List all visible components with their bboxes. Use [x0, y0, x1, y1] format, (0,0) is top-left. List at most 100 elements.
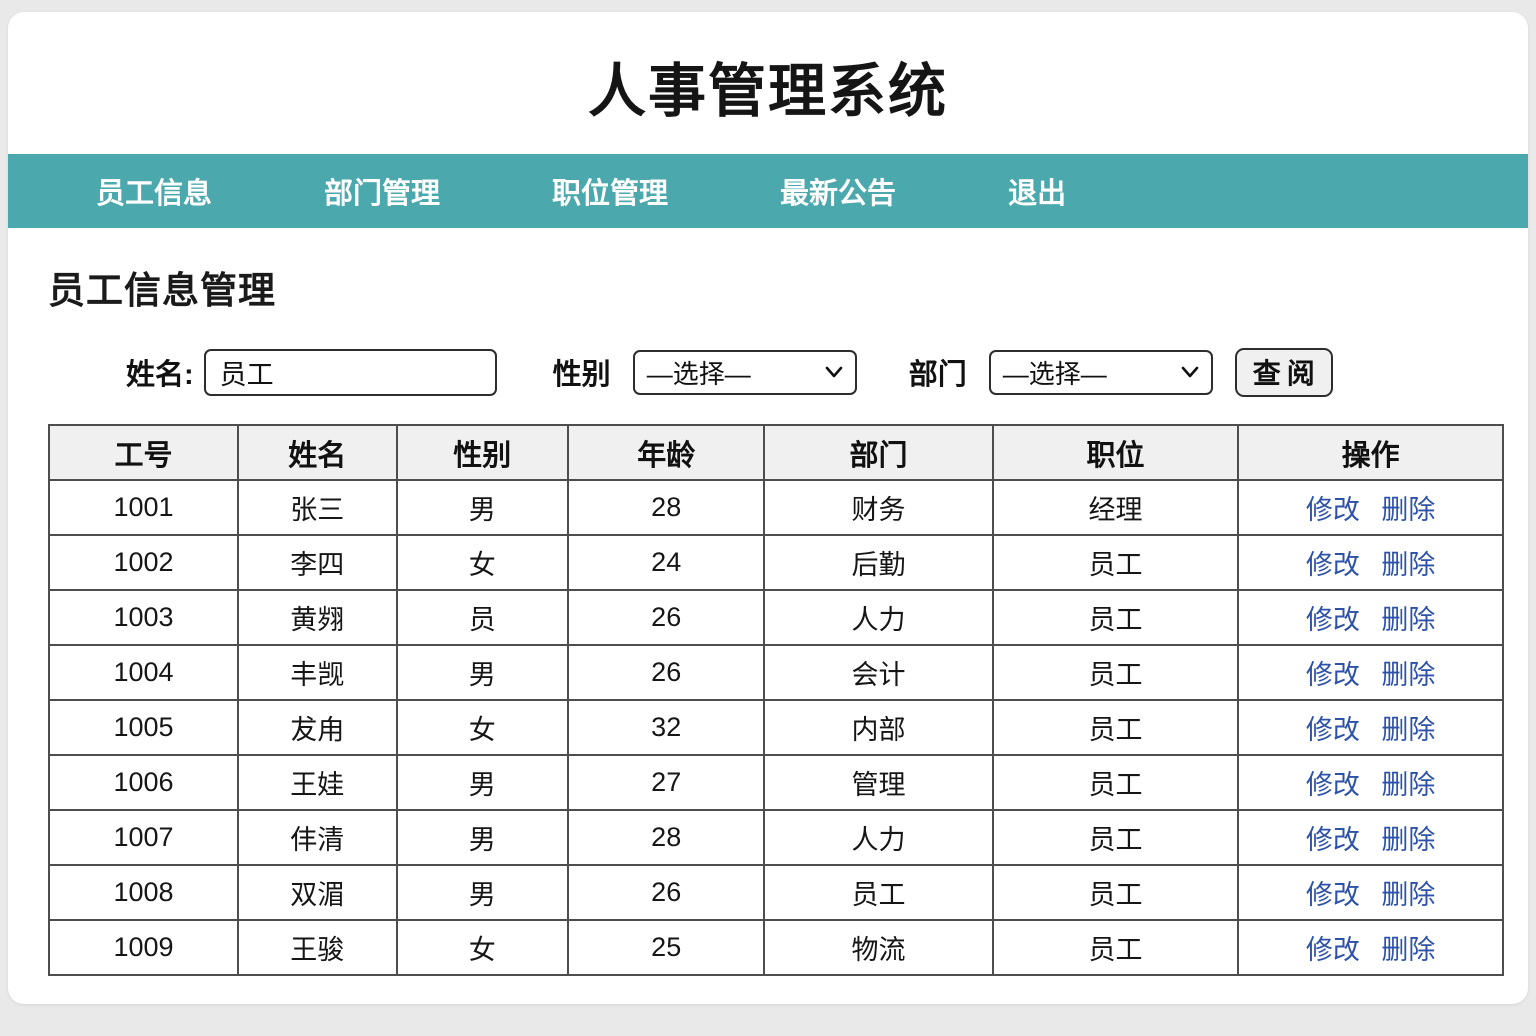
column-header-actions: 操作 [1237, 424, 1504, 481]
edit-link[interactable]: 修改 [1305, 825, 1360, 855]
delete-link[interactable]: 删除 [1381, 550, 1436, 580]
edit-link[interactable]: 修改 [1305, 495, 1360, 525]
edit-link[interactable]: 修改 [1305, 605, 1360, 635]
table-row: 1002 李四 女 24 后勤 员工 修改 删除 [47, 534, 1504, 591]
cell-actions: 修改 删除 [1237, 809, 1504, 866]
cell-name: 张三 [237, 479, 398, 536]
cell-age: 25 [567, 919, 766, 976]
department-select[interactable]: —选择— [988, 349, 1213, 395]
column-header-id: 工号 [47, 424, 240, 481]
edit-link[interactable]: 修改 [1305, 550, 1360, 580]
name-input[interactable] [203, 348, 497, 396]
cell-gender: 女 [395, 699, 570, 756]
cell-employee-id: 1002 [47, 534, 240, 591]
cell-age: 27 [567, 754, 766, 811]
table-row: 1005 犮甪 女 32 内部 员工 修改 删除 [47, 699, 1504, 756]
gender-select[interactable]: —选择— [632, 349, 857, 395]
cell-position: 员工 [991, 644, 1240, 701]
cell-gender: 男 [395, 754, 570, 811]
cell-employee-id: 1004 [47, 644, 240, 701]
delete-link[interactable]: 删除 [1381, 715, 1436, 745]
gender-select-value: —选择— [646, 358, 751, 389]
cell-department: 物流 [763, 919, 994, 976]
cell-employee-id: 1003 [47, 589, 240, 646]
edit-link[interactable]: 修改 [1305, 770, 1360, 800]
cell-department: 人力 [763, 809, 994, 866]
app-title: 人事管理系统 [587, 59, 948, 124]
column-header-position: 职位 [991, 424, 1240, 481]
cell-name: 王骏 [237, 919, 398, 976]
table-row: 1009 王骏 女 25 物流 员工 修改 删除 [47, 919, 1504, 976]
delete-link[interactable]: 删除 [1381, 495, 1436, 525]
cell-position: 员工 [991, 919, 1240, 976]
column-header-gender: 性别 [395, 424, 570, 481]
table-row: 1004 丰觊 男 26 会计 员工 修改 删除 [47, 644, 1504, 701]
edit-link[interactable]: 修改 [1305, 935, 1360, 965]
cell-age: 32 [567, 699, 766, 756]
cell-gender: 男 [395, 644, 570, 701]
cell-actions: 修改 删除 [1237, 864, 1504, 921]
cell-gender: 男 [395, 479, 570, 536]
cell-actions: 修改 删除 [1237, 479, 1504, 536]
cell-department: 人力 [763, 589, 994, 646]
edit-link[interactable]: 修改 [1305, 880, 1360, 910]
table-row: 1003 黄翙 员 26 人力 员工 修改 删除 [47, 589, 1504, 646]
cell-gender: 男 [395, 809, 570, 866]
cell-employee-id: 1001 [47, 479, 240, 536]
nav-item-logout[interactable]: 退出 [1008, 178, 1067, 210]
cell-gender: 女 [395, 919, 570, 976]
cell-actions: 修改 删除 [1237, 644, 1504, 701]
delete-link[interactable]: 删除 [1381, 825, 1436, 855]
cell-age: 26 [567, 644, 766, 701]
page-title: 员工信息管理 [48, 270, 276, 311]
nav-item-announcements[interactable]: 最新公告 [780, 178, 897, 210]
cell-employee-id: 1006 [47, 754, 240, 811]
search-button[interactable]: 查阅 [1234, 347, 1333, 397]
cell-position: 员工 [991, 699, 1240, 756]
delete-link[interactable]: 删除 [1381, 770, 1436, 800]
cell-name: 仹清 [237, 809, 398, 866]
column-header-dept: 部门 [763, 424, 994, 481]
cell-position: 经理 [991, 479, 1240, 536]
employee-table: 工号 姓名 性别 年龄 部门 职位 操作 1001 张三 男 28 财务 经理 … [47, 424, 1504, 976]
cell-name: 双湄 [237, 864, 398, 921]
cell-position: 员工 [991, 809, 1240, 866]
cell-name: 李四 [237, 534, 398, 591]
cell-name: 犮甪 [237, 699, 398, 756]
column-header-age: 年龄 [567, 424, 766, 481]
edit-link[interactable]: 修改 [1305, 715, 1360, 745]
cell-actions: 修改 删除 [1237, 919, 1504, 976]
cell-department: 财务 [763, 479, 994, 536]
cell-position: 员工 [991, 754, 1240, 811]
nav-item-employee-info[interactable]: 员工信息 [96, 178, 213, 210]
nav-item-department-mgmt[interactable]: 部门管理 [324, 178, 441, 210]
filter-bar: 姓名: 性别 —选择— 部门 —选择— 查阅 [126, 347, 1528, 397]
cell-position: 员工 [991, 534, 1240, 591]
delete-link[interactable]: 删除 [1381, 935, 1436, 965]
table-row: 1006 王娃 男 27 管理 员工 修改 删除 [47, 754, 1504, 811]
delete-link[interactable]: 删除 [1381, 880, 1436, 910]
gender-label: 性别 [552, 359, 611, 391]
chevron-down-icon [1181, 366, 1199, 378]
delete-link[interactable]: 删除 [1381, 605, 1436, 635]
edit-link[interactable]: 修改 [1305, 660, 1360, 690]
cell-gender: 员 [395, 589, 570, 646]
cell-gender: 男 [395, 864, 570, 921]
department-select-value: —选择— [1002, 358, 1107, 389]
nav-item-position-mgmt[interactable]: 职位管理 [552, 178, 669, 210]
table-header-row: 工号 姓名 性别 年龄 部门 职位 操作 [47, 424, 1504, 481]
cell-actions: 修改 删除 [1237, 589, 1504, 646]
name-label: 姓名: [126, 359, 194, 391]
cell-gender: 女 [395, 534, 570, 591]
cell-position: 员工 [991, 589, 1240, 646]
cell-department: 后勤 [763, 534, 994, 591]
cell-position: 员工 [991, 864, 1240, 921]
cell-age: 28 [567, 479, 766, 536]
delete-link[interactable]: 删除 [1381, 660, 1436, 690]
table-row: 1007 仹清 男 28 人力 员工 修改 删除 [47, 809, 1504, 866]
cell-department: 员工 [763, 864, 994, 921]
cell-department: 管理 [763, 754, 994, 811]
cell-name: 王娃 [237, 754, 398, 811]
nav-bar: 员工信息 部门管理 职位管理 最新公告 退出 [8, 154, 1528, 228]
cell-age: 26 [567, 864, 766, 921]
